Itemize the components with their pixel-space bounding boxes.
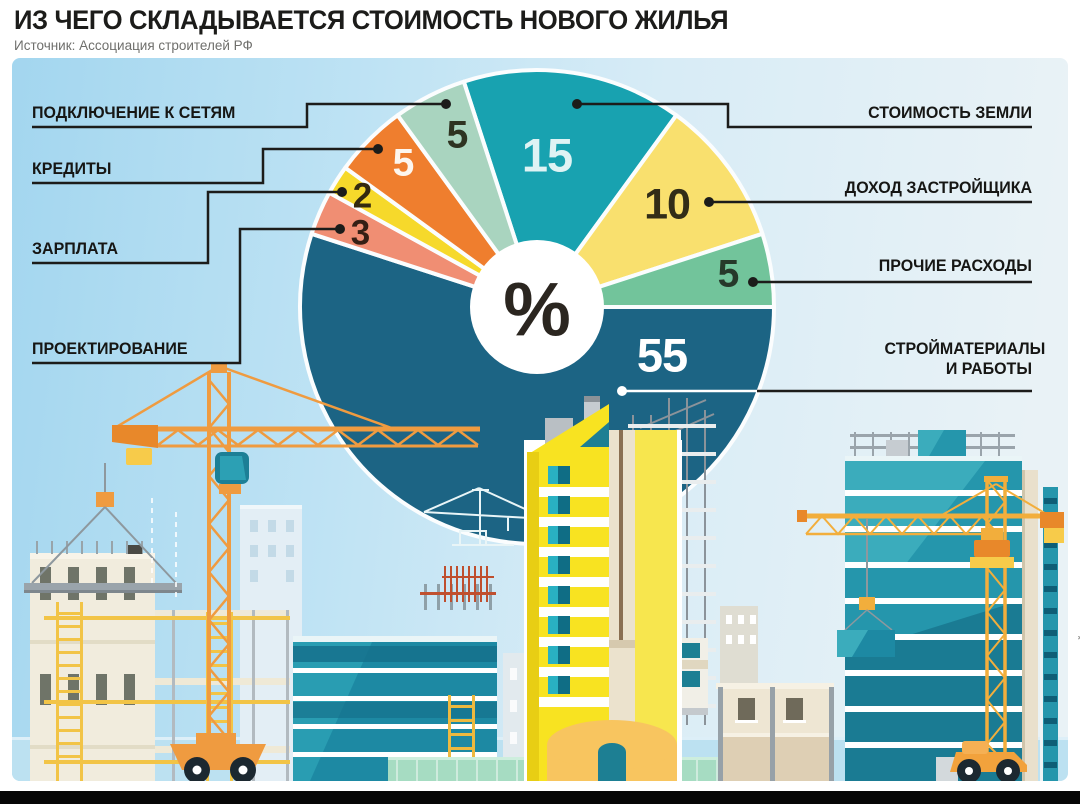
slice-value-land-cost: 15: [521, 128, 573, 182]
pie-chart: [298, 68, 776, 547]
building-cream: [30, 541, 155, 781]
page-title: ИЗ ЧЕГО СКЛАДЫВАЕТСЯ СТОИМОСТЬ НОВОГО ЖИ…: [14, 5, 729, 35]
tower-arch: [547, 720, 677, 781]
slice-label-credits: КРЕДИТЫ: [32, 160, 112, 178]
ladder-strip: [1040, 487, 1058, 781]
building-glass-right: [845, 430, 1058, 781]
slice-label-land-cost: СТОИМОСТЬ ЗЕМЛИ: [868, 104, 1032, 122]
crane-left-load: [24, 463, 182, 593]
callout-line: [32, 147, 378, 185]
callout-line: [32, 102, 446, 129]
callout-line: [32, 227, 340, 365]
callout-dot: [337, 187, 347, 197]
building-yellow-tower: [524, 396, 682, 781]
slice-value-developer-profit: 10: [644, 180, 691, 229]
callout-dot: [572, 99, 582, 109]
callout-dot: [704, 197, 714, 207]
callout-line: [577, 102, 1032, 129]
callout-dot: [748, 277, 758, 287]
pie-slice: [535, 113, 765, 309]
callout-dot: [373, 144, 383, 154]
crane-lineart: [423, 487, 548, 546]
crane-left: [112, 364, 480, 781]
callout-dot: [335, 224, 345, 234]
slice-label-grid-connection: ПОДКЛЮЧЕНИЕ К СЕТЯМ: [32, 104, 236, 122]
slice-value-design: 3: [350, 213, 370, 253]
slice-value-materials-works: 55: [636, 328, 688, 382]
rebar: [442, 566, 494, 602]
slice-value-grid-connection: 5: [446, 113, 469, 157]
pie-center-symbol: %: [503, 267, 571, 353]
slice-value-other-expenses: 5: [717, 252, 740, 296]
crane-right: [797, 476, 1064, 764]
callout-lines: [32, 99, 1032, 396]
bottom-bar: [0, 791, 1080, 804]
callout-line: [32, 190, 342, 265]
slice-label-other-expenses: ПРОЧИЕ РАСХОДЫ: [878, 257, 1032, 275]
pie-center-circle: [470, 240, 604, 374]
slice-value-credits: 5: [392, 141, 415, 185]
source-caption: Источник: Ассоциация строителей РФ: [14, 38, 253, 53]
slice-label-developer-profit: ДОХОД ЗАСТРОЙЩИКА: [844, 179, 1032, 197]
slice-label-design: ПРОЕКТИРОВАНИЕ: [32, 340, 188, 358]
slice-value-salary: 2: [352, 176, 372, 216]
service-vehicle: [936, 741, 1027, 781]
scaffold-structure: [44, 602, 290, 781]
building-beige: [716, 683, 834, 781]
slice-label-materials-works: СТРОЙМАТЕРИАЛЫ И РАБОТЫ: [884, 340, 1046, 379]
slice-label-salary: ЗАРПЛАТА: [32, 240, 119, 258]
callout-dot: [441, 99, 451, 109]
building-pale-tower: [240, 505, 302, 781]
callout-dot: [617, 386, 627, 396]
cityscape: [24, 364, 1064, 781]
tower-windows: [548, 466, 570, 694]
